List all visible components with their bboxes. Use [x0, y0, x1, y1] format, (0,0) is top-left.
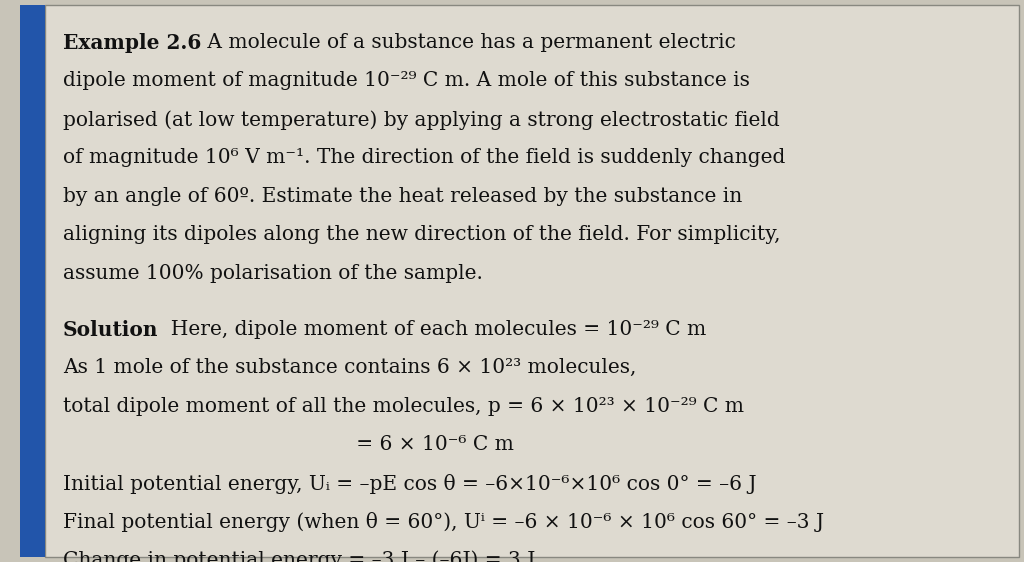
Text: Initial potential energy, Uᵢ = –pE cos θ = –6×10⁻⁶×10⁶ cos 0° = –6 J: Initial potential energy, Uᵢ = –pE cos θ… [63, 474, 757, 494]
Text: total dipole moment of all the molecules, p = 6 × 10²³ × 10⁻²⁹ C m: total dipole moment of all the molecules… [63, 397, 744, 416]
Text: by an angle of 60º. Estimate the heat released by the substance in: by an angle of 60º. Estimate the heat re… [63, 187, 742, 206]
Text: As 1 mole of the substance contains 6 × 10²³ molecules,: As 1 mole of the substance contains 6 × … [63, 359, 636, 377]
Text: assume 100% polarisation of the sample.: assume 100% polarisation of the sample. [63, 264, 483, 283]
Text: A molecule of a substance has a permanent electric: A molecule of a substance has a permanen… [202, 33, 736, 52]
Text: Final potential energy (when θ = 60°), Uⁱ = –6 × 10⁻⁶ × 10⁶ cos 60° = –3 J: Final potential energy (when θ = 60°), U… [63, 513, 824, 532]
Text: aligning its dipoles along the new direction of the field. For simplicity,: aligning its dipoles along the new direc… [63, 225, 780, 244]
Text: = 6 × 10⁻⁶ C m: = 6 × 10⁻⁶ C m [63, 436, 514, 454]
Text: polarised (at low temperature) by applying a strong electrostatic field: polarised (at low temperature) by applyi… [63, 110, 779, 130]
Text: dipole moment of magnitude 10⁻²⁹ C m. A mole of this substance is: dipole moment of magnitude 10⁻²⁹ C m. A … [63, 71, 750, 90]
Text: Here, dipole moment of each molecules = 10⁻²⁹ C m: Here, dipole moment of each molecules = … [159, 320, 707, 339]
Text: Change in potential energy = –3 J – (–6J) = 3 J: Change in potential energy = –3 J – (–6J… [63, 551, 536, 562]
Text: Solution: Solution [63, 320, 159, 340]
Bar [20, 5, 45, 557]
Text: of magnitude 10⁶ V m⁻¹. The direction of the field is suddenly changed: of magnitude 10⁶ V m⁻¹. The direction of… [63, 148, 785, 167]
Text: Example 2.6: Example 2.6 [63, 33, 202, 53]
